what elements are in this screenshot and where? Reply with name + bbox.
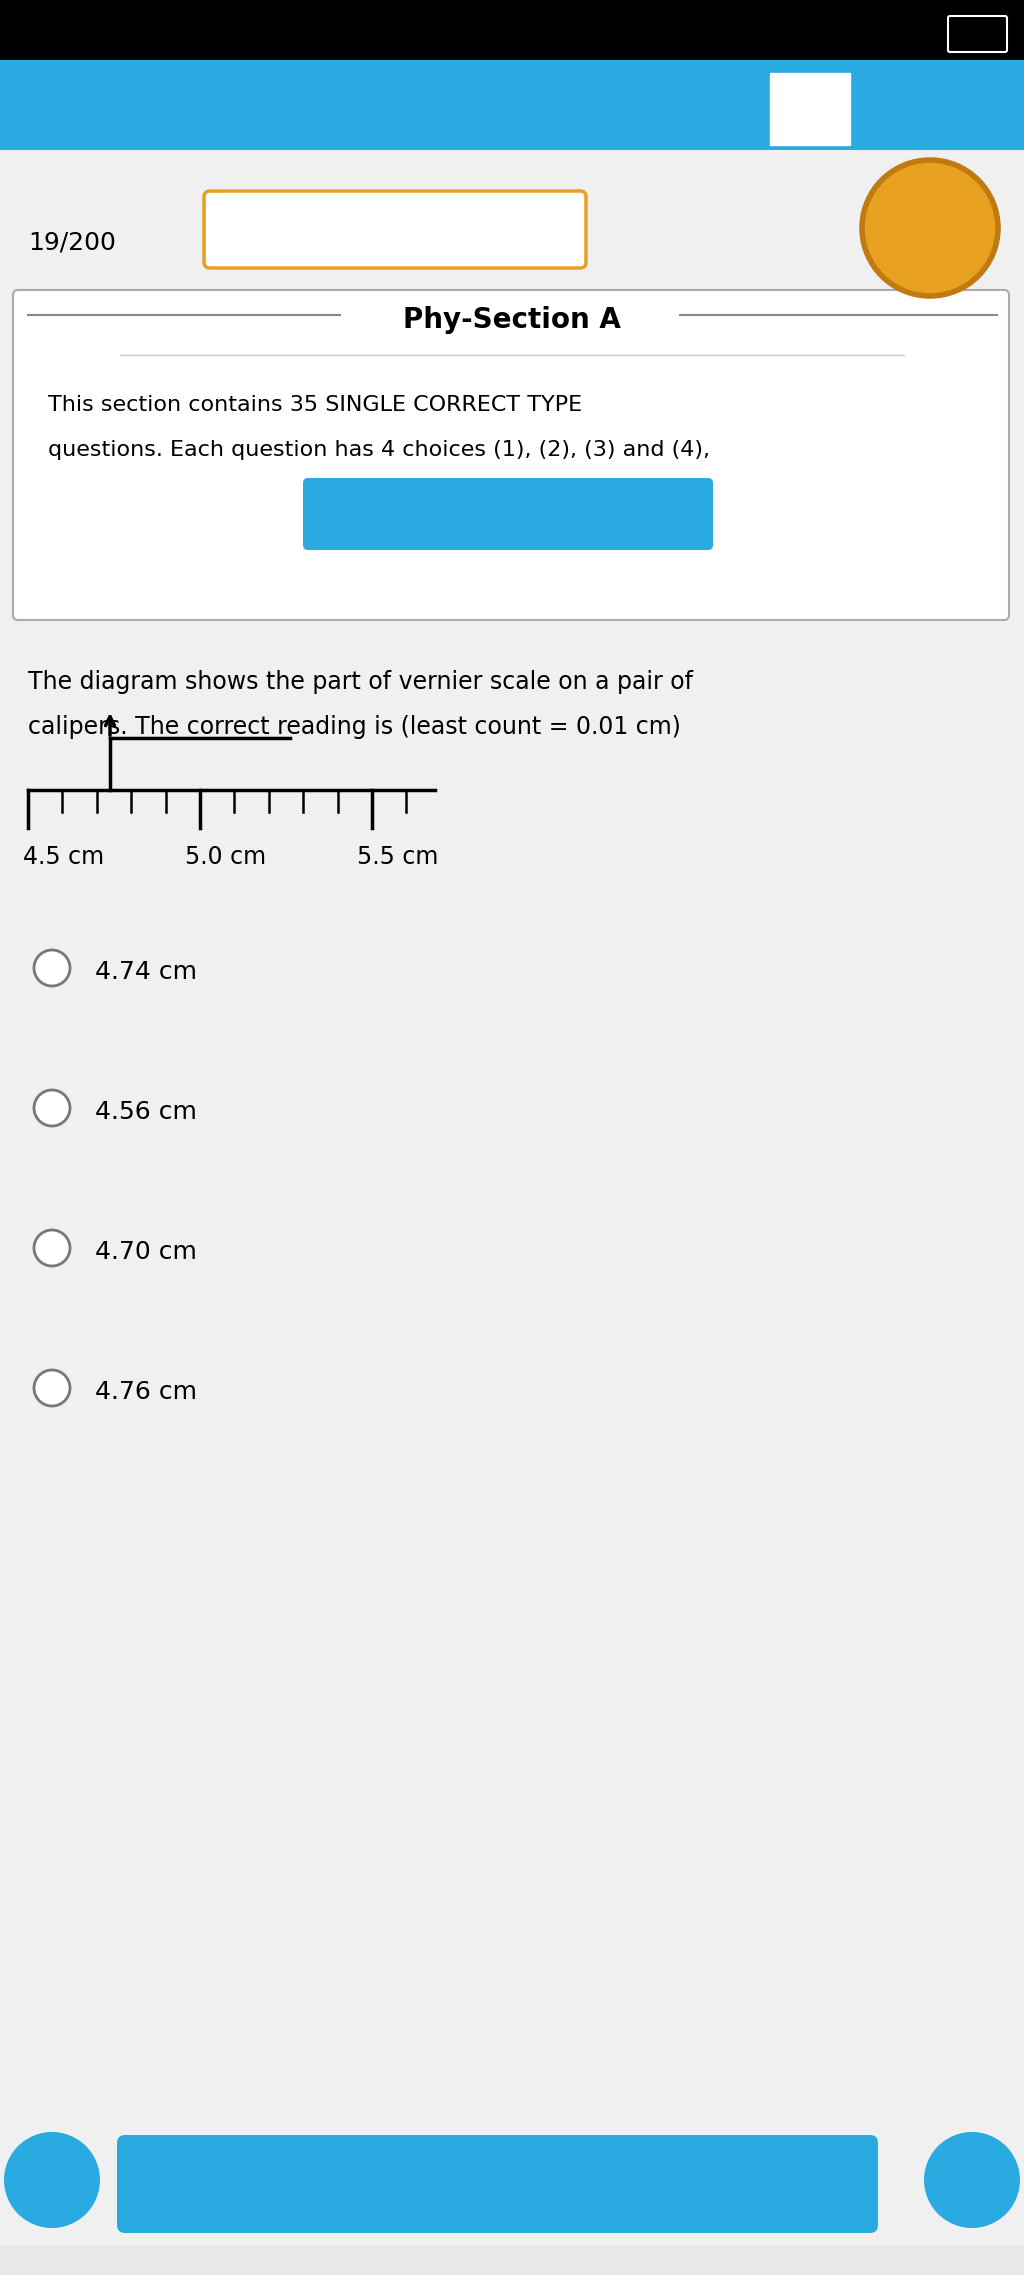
Circle shape (34, 1370, 70, 1406)
Bar (0, 59, 1024, 150)
Text: 4.5 cm: 4.5 cm (23, 844, 104, 869)
Text: Read More: Read More (432, 500, 584, 523)
Text: ◁: ◁ (734, 2248, 754, 2273)
FancyBboxPatch shape (303, 478, 713, 551)
Text: ≡: ≡ (956, 93, 984, 125)
Text: This section contains 35 SINGLE CORRECT TYPE: This section contains 35 SINGLE CORRECT … (48, 396, 582, 414)
Text: ○: ○ (501, 2248, 523, 2273)
Text: 03:18: 03:18 (879, 196, 981, 228)
FancyBboxPatch shape (204, 191, 586, 268)
Text: The diagram shows the part of vernier scale on a pair of: The diagram shows the part of vernier sc… (28, 671, 693, 694)
Text: hr  min: hr min (900, 232, 959, 248)
Text: ≡: ≡ (269, 2248, 291, 2273)
Text: ⚑: ⚑ (544, 218, 566, 241)
Text: A文: A文 (796, 100, 824, 118)
Text: 4.74 cm: 4.74 cm (95, 960, 197, 985)
Text: calipers. The correct reading is (least count = 0.01 cm): calipers. The correct reading is (least … (28, 714, 681, 739)
Circle shape (924, 2132, 1020, 2227)
Bar (770, 73, 850, 146)
Text: 5.5 cm: 5.5 cm (357, 844, 438, 869)
Text: <: < (37, 2168, 68, 2202)
Bar (0, 2245, 1024, 2275)
Text: 4.70 cm: 4.70 cm (95, 1240, 197, 1265)
Text: 10:16:09: 10:16:09 (22, 30, 102, 48)
FancyBboxPatch shape (13, 289, 1009, 621)
Circle shape (34, 1090, 70, 1126)
Text: questions. Each question has 4 choices (1), (2), (3) and (4),: questions. Each question has 4 choices (… (48, 439, 710, 460)
Circle shape (862, 159, 998, 296)
Text: Clear Response: Clear Response (383, 2170, 612, 2195)
FancyBboxPatch shape (117, 2134, 878, 2234)
Text: >: > (956, 2168, 987, 2202)
Text: 19/200: 19/200 (28, 230, 116, 255)
Text: 83: 83 (967, 25, 987, 43)
Text: KB/S: KB/S (600, 36, 629, 48)
Text: ←: ← (25, 96, 50, 125)
Circle shape (34, 1231, 70, 1265)
Bar (0, 0, 1024, 59)
Text: Mark for Review: Mark for Review (288, 221, 493, 239)
Text: Phy-Section A: Phy-Section A (403, 307, 621, 334)
Circle shape (4, 2132, 100, 2227)
Text: AIATS for Repeater Medic...: AIATS for Repeater Medic... (80, 98, 469, 123)
Text: 4.56 cm: 4.56 cm (95, 1101, 197, 1124)
Text: 4.76 cm: 4.76 cm (95, 1381, 197, 1404)
Text: 5.0 cm: 5.0 cm (185, 844, 266, 869)
Text: 0.10: 0.10 (600, 14, 631, 27)
Circle shape (34, 951, 70, 985)
